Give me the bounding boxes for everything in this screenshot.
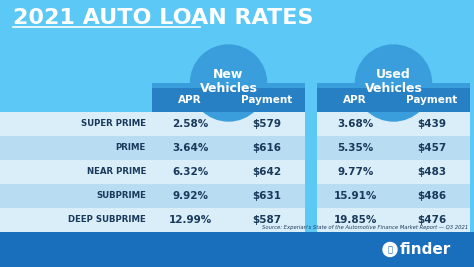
Bar: [317, 88, 470, 112]
Text: 6.32%: 6.32%: [172, 167, 209, 177]
Bar: [0, 184, 305, 208]
Text: $587: $587: [252, 215, 281, 225]
Text: 5.35%: 5.35%: [337, 143, 374, 153]
Circle shape: [356, 45, 431, 121]
Text: PRIME: PRIME: [116, 143, 146, 152]
Text: 3.68%: 3.68%: [337, 119, 374, 129]
Text: APR: APR: [178, 95, 202, 105]
Text: 3.64%: 3.64%: [172, 143, 209, 153]
Text: 9.92%: 9.92%: [172, 191, 208, 201]
Text: Source: Experian's State of the Automotive Finance Market Report — Q3 2021: Source: Experian's State of the Automoti…: [262, 225, 468, 230]
Text: Payment: Payment: [406, 95, 457, 105]
Bar: [0, 208, 305, 232]
Text: New: New: [213, 69, 244, 81]
Text: 2.58%: 2.58%: [172, 119, 209, 129]
Text: 9.77%: 9.77%: [337, 167, 374, 177]
Bar: [152, 88, 305, 112]
Circle shape: [383, 242, 397, 257]
Bar: [0, 136, 305, 160]
Text: APR: APR: [344, 95, 367, 105]
Text: SUPER PRIME: SUPER PRIME: [81, 120, 146, 128]
Bar: [0, 232, 474, 267]
Bar: [317, 160, 470, 184]
Text: $642: $642: [252, 167, 281, 177]
Text: $631: $631: [252, 191, 281, 201]
Bar: [305, 160, 317, 184]
Bar: [317, 208, 470, 232]
Bar: [0, 160, 305, 184]
Bar: [0, 112, 305, 136]
Text: 19.85%: 19.85%: [334, 215, 377, 225]
Text: NEAR PRIME: NEAR PRIME: [87, 167, 146, 176]
Bar: [152, 83, 305, 112]
Bar: [317, 112, 470, 136]
Bar: [305, 112, 317, 136]
Text: $486: $486: [417, 191, 447, 201]
Text: $439: $439: [417, 119, 446, 129]
Text: SUBPRIME: SUBPRIME: [96, 191, 146, 201]
Circle shape: [191, 45, 266, 121]
Text: DEEP SUBPRIME: DEEP SUBPRIME: [68, 215, 146, 225]
Text: $616: $616: [252, 143, 281, 153]
Text: 2021 AUTO LOAN RATES: 2021 AUTO LOAN RATES: [13, 8, 313, 28]
Text: 12.99%: 12.99%: [169, 215, 212, 225]
Text: Vehicles: Vehicles: [200, 81, 257, 95]
Text: ⌕: ⌕: [388, 245, 392, 254]
Text: Used: Used: [376, 69, 411, 81]
Text: 15.91%: 15.91%: [334, 191, 377, 201]
Text: Vehicles: Vehicles: [365, 81, 422, 95]
Text: Payment: Payment: [241, 95, 292, 105]
Text: $457: $457: [417, 143, 447, 153]
Bar: [317, 83, 470, 112]
Text: finder: finder: [400, 242, 451, 257]
Bar: [305, 208, 317, 232]
Text: $483: $483: [417, 167, 447, 177]
Bar: [305, 184, 317, 208]
Bar: [317, 136, 470, 160]
Bar: [305, 136, 317, 160]
Text: $476: $476: [417, 215, 447, 225]
Text: $579: $579: [252, 119, 281, 129]
Bar: [317, 184, 470, 208]
